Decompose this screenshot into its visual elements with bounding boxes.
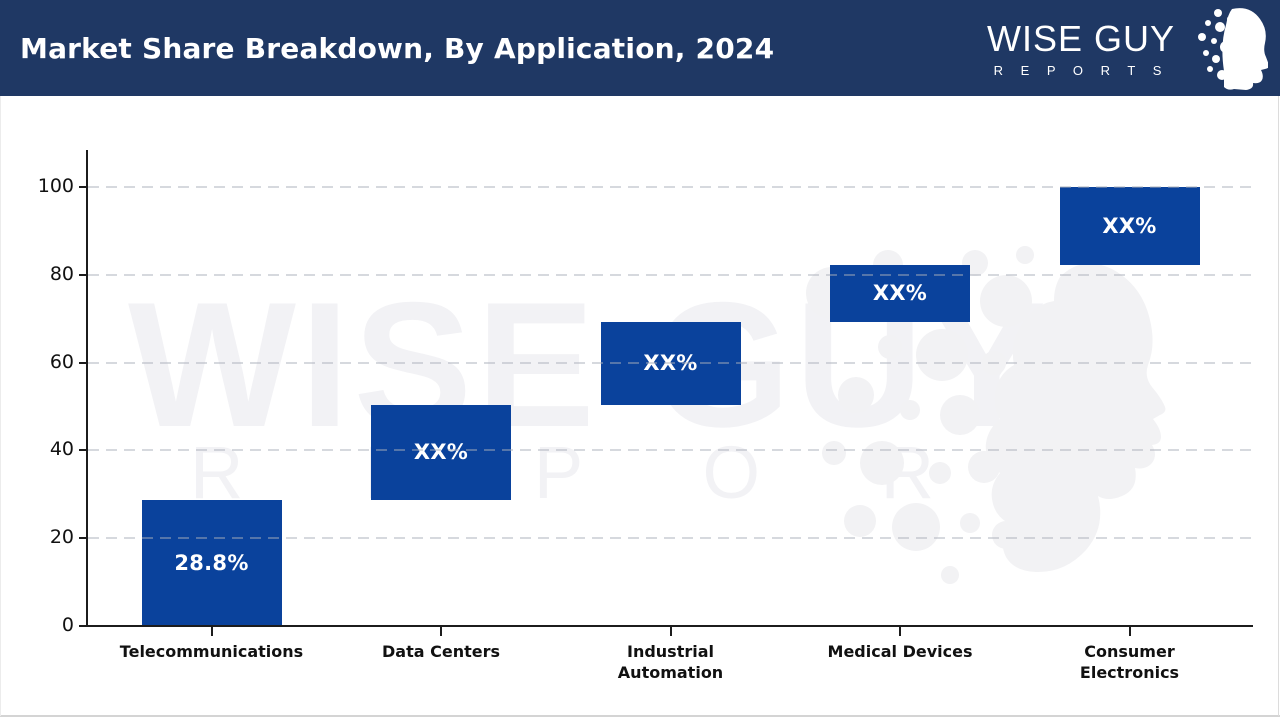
x-tick-mark-4 [899, 627, 901, 636]
chart-area: 28.8% XX% XX% XX% XX% 0 20 40 60 80 100 Telecommu… [0, 96, 1280, 720]
bar-value-label: XX% [1102, 214, 1157, 239]
bar-value-label: XX% [413, 440, 469, 465]
gridline-40 [88, 449, 1253, 452]
gridline-80 [88, 273, 1253, 276]
gridline-60 [88, 361, 1253, 364]
right-border [1278, 96, 1279, 716]
x-tick-label-1: Telecommunications [119, 642, 304, 661]
y-tick-mark-40 [79, 449, 88, 452]
x-tick-mark-2 [440, 627, 442, 636]
bar-consumer-electronics: XX% [1059, 187, 1200, 266]
y-tick-label-0: 0 [61, 614, 74, 636]
x-tick-mark-1 [210, 627, 213, 636]
y-axis-line [86, 150, 88, 627]
x-tick-label-4: Medical Devices [827, 642, 973, 661]
bar-value-label: 28.8% [174, 550, 249, 575]
brand-logo: WISE GUY R E P O R T S [987, 0, 1270, 96]
y-tick-mark-100 [79, 186, 88, 188]
y-tick-mark-80 [79, 273, 88, 276]
y-tick-label-80: 80 [49, 262, 74, 285]
y-tick-mark-60 [79, 361, 88, 364]
bar-medical-devices: XX% [830, 265, 970, 322]
header: Market Share Breakdown, By Application, … [0, 0, 1280, 96]
x-tick-label-5: Consumer Electronics [1079, 642, 1180, 682]
bar-value-label: XX% [643, 351, 698, 376]
watermark-face-icon [806, 246, 1166, 584]
x-tick-mark-5 [1128, 627, 1131, 636]
bar-data-centers: XX% [371, 405, 511, 500]
brand-face-icon [1198, 8, 1268, 90]
brand-subtitle: R E P O R T S [993, 63, 1169, 78]
bar-industrial-automation: XX% [600, 321, 741, 406]
y-tick-label-40: 40 [49, 438, 74, 461]
bottom-border [0, 715, 1280, 717]
page-title: Market Share Breakdown, By Application, … [20, 31, 775, 65]
x-tick-label-3: Industrial Automation [617, 642, 724, 682]
x-tick-mark-3 [669, 627, 672, 636]
brand-logo-text: WISE GUY R E P O R T S [987, 18, 1175, 78]
x-tick-label-2: Data Centers [382, 642, 500, 661]
y-tick-label-20: 20 [49, 526, 74, 549]
brand-name: WISE GUY [986, 18, 1175, 59]
x-axis-line [86, 625, 1253, 627]
bar-value-label: XX% [872, 281, 928, 306]
gridline-20 [88, 537, 1253, 540]
y-tick-mark-20 [79, 537, 88, 540]
gridline-100 [88, 186, 1253, 188]
bar-telecommunications: 28.8% [141, 499, 282, 626]
left-border [0, 96, 1, 716]
y-tick-label-100: 100 [37, 175, 74, 197]
y-tick-label-60: 60 [49, 350, 74, 373]
y-tick-mark-0 [79, 625, 88, 627]
